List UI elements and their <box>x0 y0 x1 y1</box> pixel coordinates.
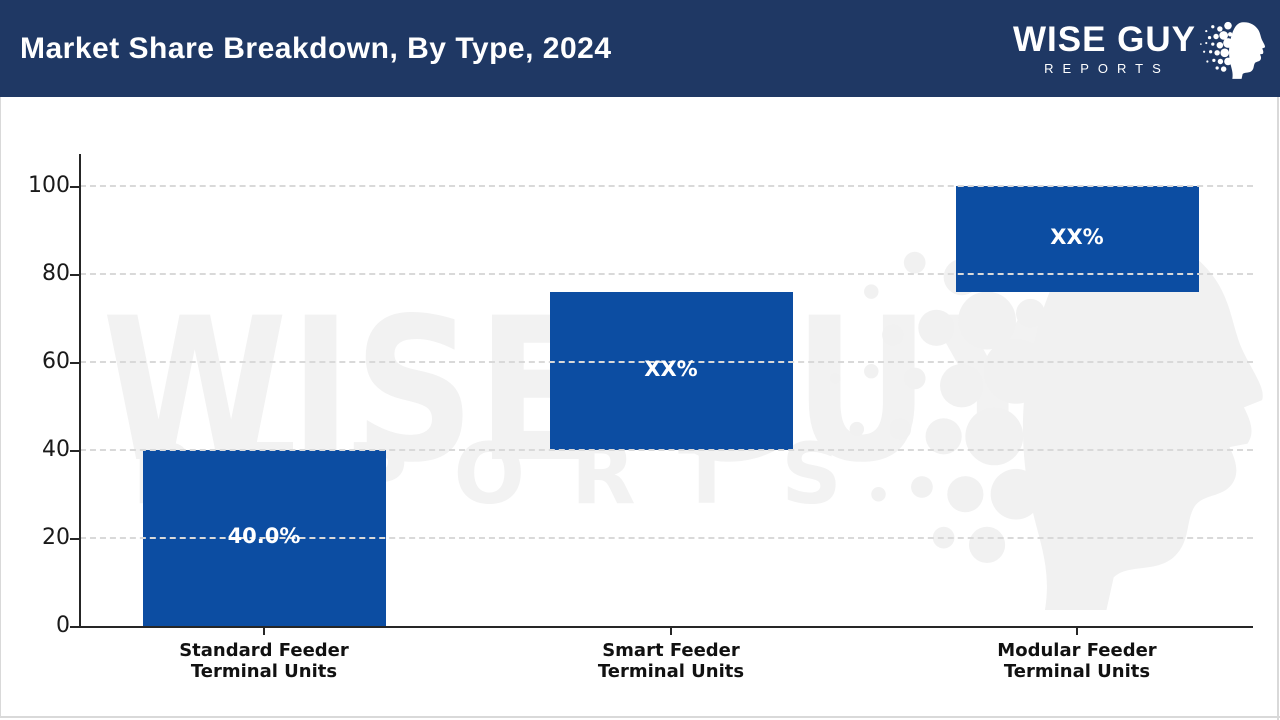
logo-text: WISE GUY REPORTS <box>1013 22 1196 76</box>
y-tick-label: 0 <box>56 613 70 638</box>
wise-guy-reports-logo: WISE GUY REPORTS <box>1013 6 1266 92</box>
y-tick-mark <box>70 362 79 364</box>
gridline <box>80 537 1253 539</box>
header-bar: Market Share Breakdown, By Type, 2024 WI… <box>0 0 1280 97</box>
y-tick-label: 80 <box>42 261 70 286</box>
x-tick-mark <box>1076 628 1078 635</box>
bar-value-label: 40.0% <box>227 524 301 548</box>
bar-value-label: XX% <box>1050 224 1104 249</box>
bar-value-label: XX% <box>644 356 698 381</box>
gridline <box>80 361 1253 363</box>
y-tick-mark <box>70 274 79 276</box>
y-tick-mark <box>70 186 79 188</box>
x-category-label: Smart Feeder Terminal Units <box>597 640 745 682</box>
x-tick-mark <box>670 628 672 635</box>
y-tick-mark <box>70 538 79 540</box>
y-axis-line <box>79 154 81 628</box>
gridline <box>80 273 1253 275</box>
gridline <box>80 449 1253 451</box>
x-axis-line <box>79 626 1253 628</box>
x-tick-mark <box>263 628 265 635</box>
logo-wordmark: WISE GUY <box>1012 19 1196 59</box>
waterfall-chart: 0 20 40 60 80 100 Standard Feeder Terminal Uni… <box>0 97 1280 720</box>
y-tick-mark <box>70 450 79 452</box>
y-tick-label: 100 <box>28 173 70 198</box>
y-tick-label: 40 <box>42 437 70 462</box>
x-category-label: Modular Feeder Terminal Units <box>997 640 1157 682</box>
bar <box>549 291 793 450</box>
logo-subtitle: REPORTS <box>1044 60 1170 76</box>
x-category-label: Standard Feeder Terminal Units <box>179 640 349 682</box>
y-tick-mark <box>70 626 79 628</box>
right-edge-line <box>1277 97 1279 720</box>
dotted-face-icon <box>1190 6 1266 92</box>
y-tick-label: 60 <box>42 349 70 374</box>
gridline <box>80 185 1253 187</box>
left-edge-line <box>0 97 1 718</box>
page-title: Market Share Breakdown, By Type, 2024 <box>20 31 612 65</box>
y-tick-label: 20 <box>42 525 70 550</box>
bottom-edge-line <box>0 716 1280 718</box>
